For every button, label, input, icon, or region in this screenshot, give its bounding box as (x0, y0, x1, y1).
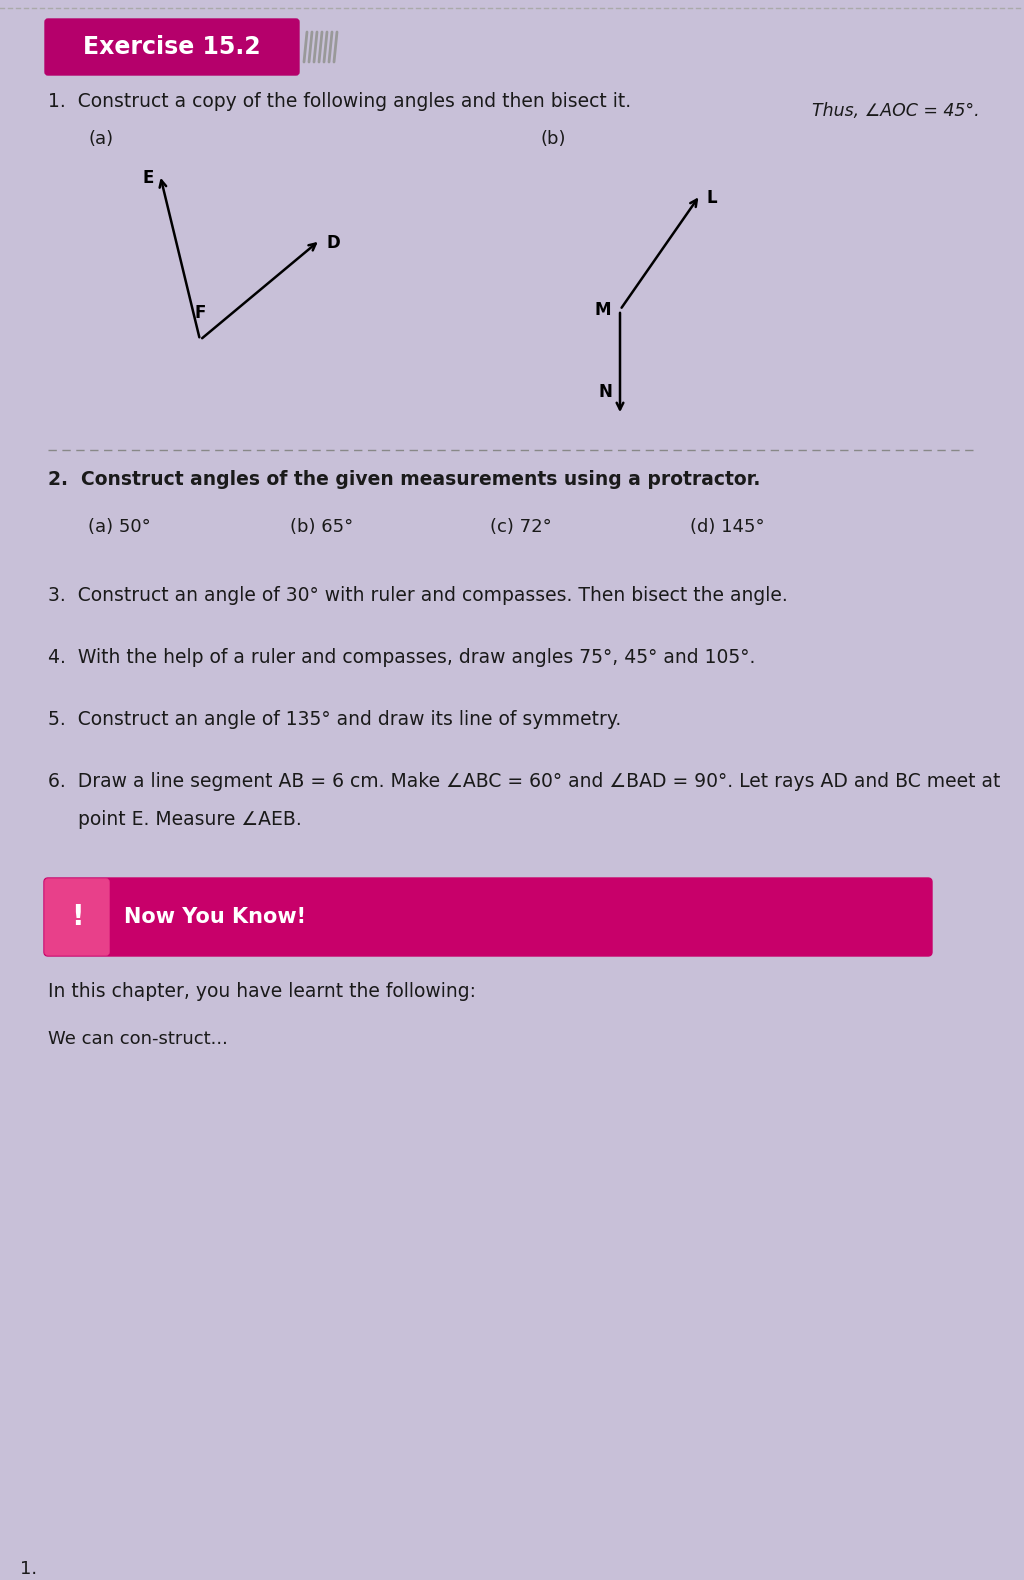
Text: Now You Know!: Now You Know! (124, 907, 306, 927)
Text: In this chapter, you have learnt the following:: In this chapter, you have learnt the fol… (48, 983, 476, 1002)
Text: 4.  With the help of a ruler and compasses, draw angles 75°, 45° and 105°.: 4. With the help of a ruler and compasse… (48, 648, 756, 667)
Text: 5.  Construct an angle of 135° and draw its line of symmetry.: 5. Construct an angle of 135° and draw i… (48, 709, 622, 728)
Text: 3.  Construct an angle of 30° with ruler and compasses. Then bisect the angle.: 3. Construct an angle of 30° with ruler … (48, 586, 787, 605)
Text: N: N (598, 382, 612, 401)
Text: Exercise 15.2: Exercise 15.2 (83, 35, 261, 58)
Text: (c) 72°: (c) 72° (490, 518, 552, 536)
FancyBboxPatch shape (44, 878, 932, 956)
Text: We can con­struct...: We can con­struct... (48, 1030, 228, 1048)
Text: F: F (195, 303, 207, 322)
Text: (a): (a) (88, 130, 113, 149)
Text: !: ! (71, 904, 83, 931)
Text: Thus, ∠AOC = 45°.: Thus, ∠AOC = 45°. (812, 103, 980, 120)
Text: E: E (142, 169, 154, 186)
Text: M: M (595, 302, 611, 319)
Text: 1.: 1. (20, 1559, 37, 1578)
FancyBboxPatch shape (45, 19, 299, 74)
Text: (d) 145°: (d) 145° (690, 518, 765, 536)
Text: point E. Measure ∠AEB.: point E. Measure ∠AEB. (48, 811, 302, 830)
Text: 2.  Construct angles of the given measurements using a protractor.: 2. Construct angles of the given measure… (48, 469, 761, 488)
Text: 1.  Construct a copy of the following angles and then bisect it.: 1. Construct a copy of the following ang… (48, 92, 631, 111)
FancyBboxPatch shape (45, 878, 109, 954)
Text: 6.  Draw a line segment AB = 6 cm. Make ∠ABC = 60° and ∠BAD = 90°. Let rays AD a: 6. Draw a line segment AB = 6 cm. Make ∠… (48, 773, 1000, 792)
Text: (b): (b) (540, 130, 565, 149)
Text: (a) 50°: (a) 50° (88, 518, 151, 536)
Text: L: L (706, 190, 717, 207)
Text: D: D (326, 234, 340, 251)
Text: (b) 65°: (b) 65° (290, 518, 353, 536)
